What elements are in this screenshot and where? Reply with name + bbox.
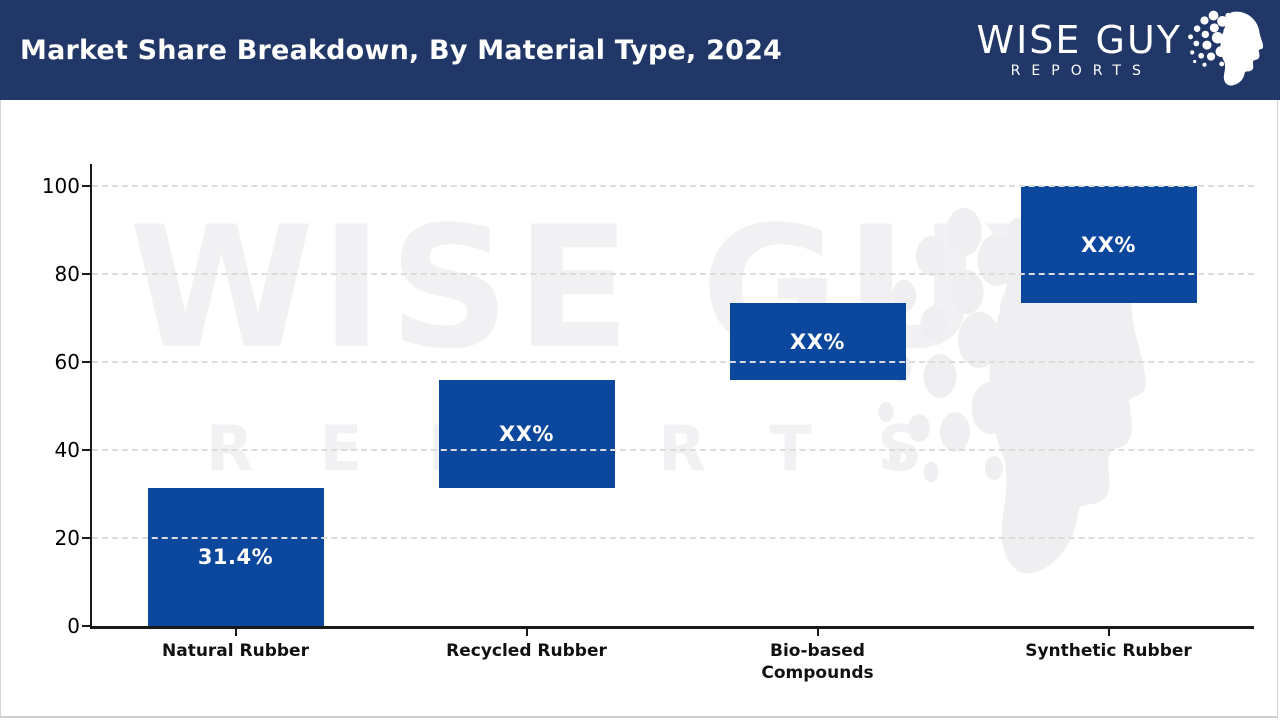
y-tick-80 <box>82 273 90 275</box>
header-band: Market Share Breakdown, By Material Type… <box>0 0 1280 100</box>
x-tick-4 <box>1107 629 1110 636</box>
x-axis <box>90 626 1254 629</box>
y-tick-label-100: 100 <box>41 174 80 198</box>
y-tick-60 <box>82 361 90 363</box>
y-tick-label-20: 20 <box>54 526 80 550</box>
bar-value-label: XX% <box>1081 232 1136 257</box>
grid-line-60 <box>92 361 1254 363</box>
logo-text: WISE GUY REPORTS <box>977 21 1182 79</box>
x-label-bio-based-compounds: Bio-based Compounds <box>761 641 874 684</box>
watermark-wordmark: WISE GUY <box>129 190 1116 386</box>
bar-value-label: 31.4% <box>197 544 274 569</box>
x-label-recycled-rubber: Recycled Rubber <box>446 641 607 661</box>
y-axis <box>90 164 92 628</box>
bar-value-label: XX% <box>790 329 845 354</box>
x-label-synthetic-rubber: Synthetic Rubber <box>1025 641 1192 661</box>
x-tick-3 <box>816 629 819 636</box>
bar-value-label: XX% <box>499 422 554 447</box>
grid-line-40 <box>92 449 1254 451</box>
bar-bio-based-compounds: XX% <box>729 303 906 381</box>
y-tick-0 <box>82 625 90 627</box>
y-tick-20 <box>82 537 90 539</box>
y-tick-100 <box>82 185 90 187</box>
x-tick-1 <box>234 629 237 636</box>
y-tick-label-0: 0 <box>67 614 80 638</box>
grid-line-20 <box>92 537 1254 539</box>
grid-line-80 <box>92 273 1254 275</box>
y-tick-label-40: 40 <box>54 438 80 462</box>
x-label-natural-rubber: Natural Rubber <box>162 641 309 661</box>
y-tick-label-60: 60 <box>54 350 80 374</box>
dotted-head-icon <box>1188 10 1264 86</box>
grid-line-100 <box>92 185 1254 187</box>
chart-canvas: WISE GUY REPORTS <box>0 100 1278 718</box>
bar-natural-rubber: 31.4% <box>147 487 324 626</box>
logo-subtitle: REPORTS <box>1010 63 1152 79</box>
y-tick-40 <box>82 449 90 451</box>
y-tick-label-80: 80 <box>54 262 80 286</box>
page-title: Market Share Breakdown, By Material Type… <box>20 34 783 66</box>
logo-wordmark: WISE GUY <box>976 18 1182 62</box>
bar-recycled-rubber: XX% <box>438 380 615 488</box>
wise-guy-reports-logo: WISE GUY REPORTS <box>977 4 1266 96</box>
x-tick-2 <box>525 629 528 636</box>
bar-synthetic-rubber: XX% <box>1020 186 1197 304</box>
